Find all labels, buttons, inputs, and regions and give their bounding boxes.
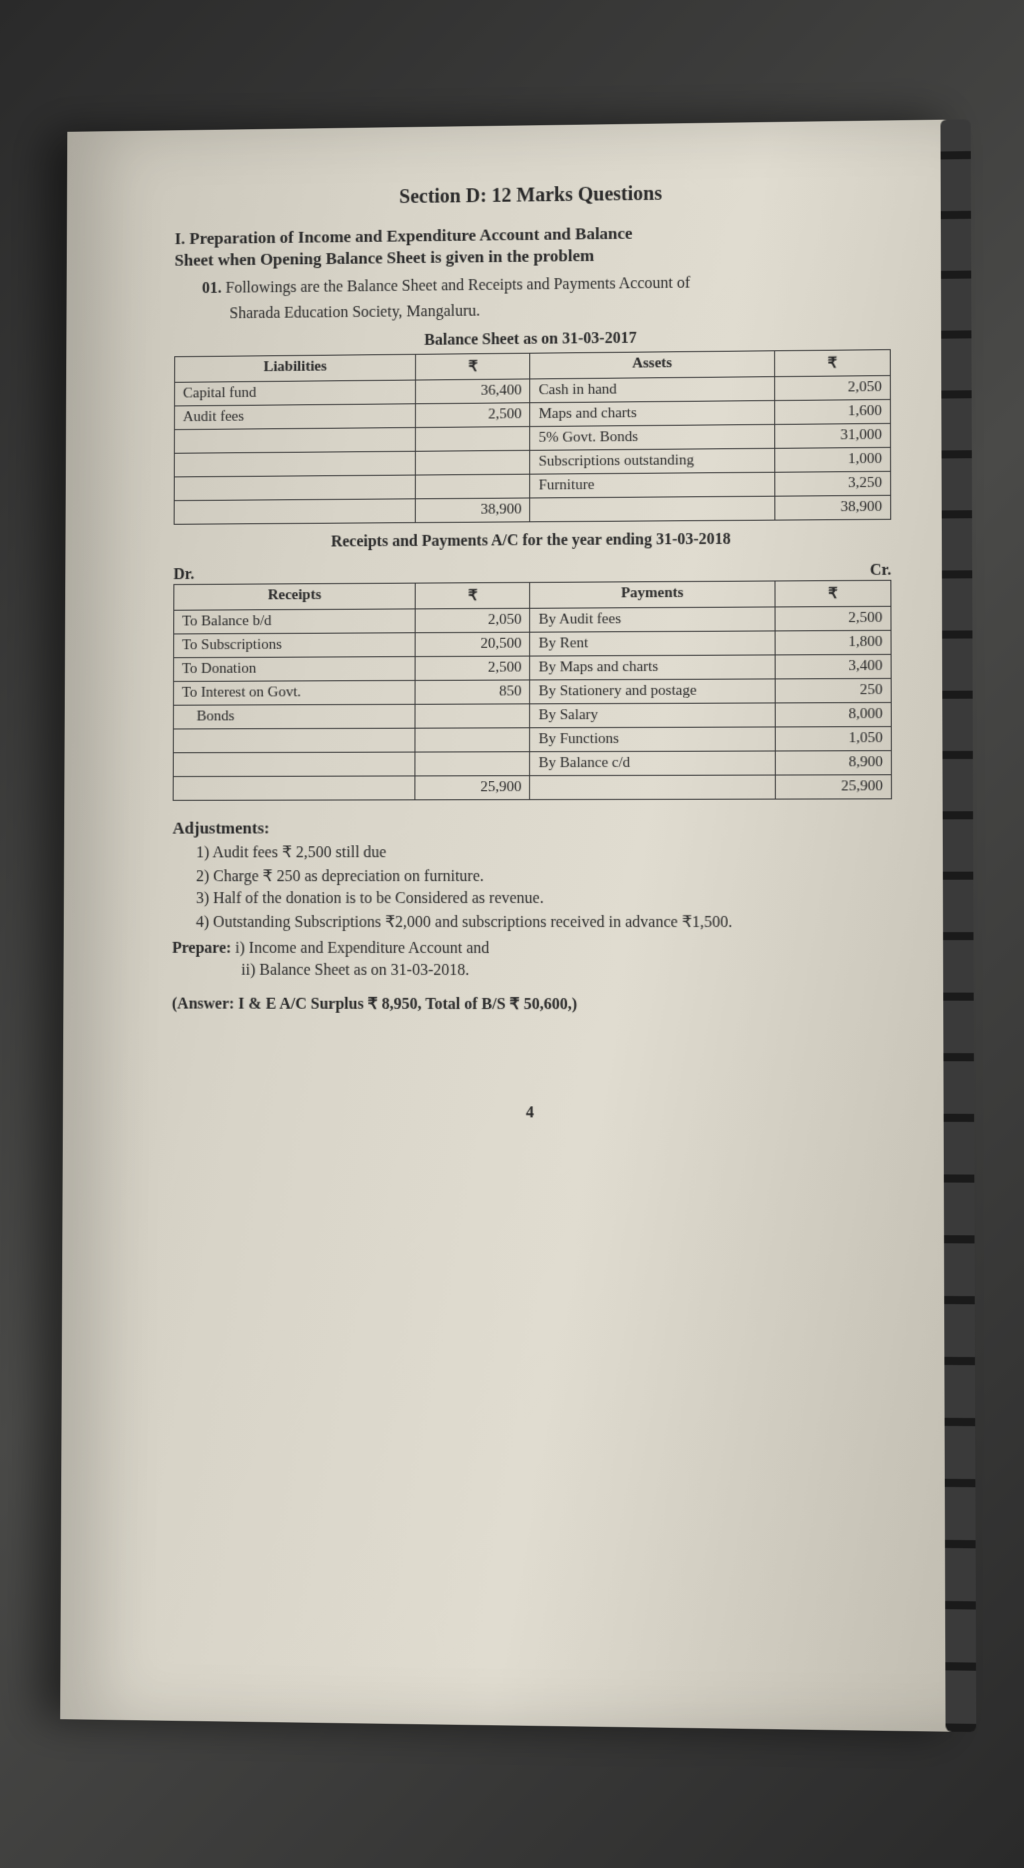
- receipt-label: To Donation: [174, 657, 416, 682]
- payment-label: By Balance c/d: [530, 751, 775, 776]
- asset-label: Maps and charts: [530, 401, 774, 427]
- dr-label: Dr.: [173, 566, 194, 584]
- table-row: By Functions 1,050: [173, 727, 891, 753]
- receipt-amt: 2,500: [416, 656, 531, 680]
- balance-sheet-caption: Balance Sheet as on 31-03-2017: [174, 327, 891, 352]
- payment-label: By Maps and charts: [530, 655, 775, 680]
- receipt-label: To Balance b/d: [174, 609, 416, 634]
- prepare-item2: ii) Balance Sheet as on 31-03-2018.: [241, 962, 892, 981]
- rp-caption: Receipts and Payments A/C for the year e…: [174, 530, 892, 553]
- receipt-label: Bonds: [173, 704, 415, 729]
- question-text: 01. Followings are the Balance Sheet and…: [202, 270, 891, 299]
- prepare-line: Prepare: i) Income and Expenditure Accou…: [172, 940, 892, 958]
- payment-label: By Audit fees: [530, 607, 775, 632]
- header-rs1: ₹: [416, 353, 530, 380]
- prepare-label: Prepare:: [172, 940, 231, 957]
- payment-amt: 1,050: [775, 727, 891, 751]
- liab-label: Capital fund: [175, 380, 416, 406]
- liab-amt: 2,500: [416, 403, 530, 428]
- asset-amt: 3,250: [775, 472, 891, 497]
- receipts-total: 25,900: [415, 776, 530, 800]
- table-row: To Balance b/d 2,050 By Audit fees 2,500: [174, 607, 891, 635]
- asset-amt: 1,600: [775, 400, 891, 425]
- asset-label: Subscriptions outstanding: [530, 449, 775, 475]
- question-line1: Followings are the Balance Sheet and Rec…: [226, 275, 691, 297]
- payments-total: 25,900: [775, 775, 891, 799]
- receipts-payments-table: Receipts ₹ Payments ₹ To Balance b/d 2,0…: [173, 580, 892, 801]
- header-rs2: ₹: [775, 580, 891, 607]
- adjustments-section: Adjustments: 1) Audit fees ₹ 2,500 still…: [172, 818, 892, 981]
- spiral-binding: [940, 119, 976, 1732]
- receipt-label: To Interest on Govt.: [173, 681, 415, 706]
- receipt-amt: [415, 704, 530, 728]
- cr-label: Cr.: [870, 562, 891, 580]
- header-receipts: Receipts: [174, 583, 416, 610]
- question-line2: Sharada Education Society, Mangaluru.: [229, 296, 890, 324]
- asset-label: Furniture: [530, 472, 775, 498]
- payment-label: By Salary: [530, 703, 775, 728]
- adjustment-item: 1) Audit fees ₹ 2,500 still due: [196, 842, 892, 863]
- payment-amt: 1,800: [775, 631, 891, 656]
- liab-label: Audit fees: [174, 404, 415, 430]
- question-number: 01.: [202, 280, 222, 297]
- photo-background: Section D: 12 Marks Questions I. Prepara…: [0, 0, 1024, 1868]
- table-row: By Balance c/d 8,900: [173, 751, 891, 777]
- table-row: To Donation 2,500 By Maps and charts 3,4…: [174, 655, 892, 682]
- total-row: 38,900 38,900: [174, 496, 891, 525]
- table-row: To Interest on Govt. 850 By Stationery a…: [173, 679, 891, 706]
- document-page: Section D: 12 Marks Questions I. Prepara…: [60, 119, 966, 1731]
- answer-line: (Answer: I & E A/C Surplus ₹ 8,950, Tota…: [172, 994, 893, 1015]
- header-liabilities: Liabilities: [175, 355, 416, 383]
- section-title: Section D: 12 Marks Questions: [175, 180, 891, 212]
- asset-label: 5% Govt. Bonds: [530, 425, 775, 451]
- receipt-label: To Subscriptions: [174, 633, 416, 658]
- prepare-item1: i) Income and Expenditure Account and: [235, 940, 489, 957]
- asset-amt: 2,050: [775, 376, 891, 401]
- adjustment-item: 4) Outstanding Subscriptions ₹2,000 and …: [196, 912, 892, 932]
- header-assets: Assets: [530, 351, 774, 379]
- liab-amt: 36,400: [416, 379, 530, 404]
- adjustments-title: Adjustments:: [173, 818, 893, 839]
- payment-amt: 3,400: [775, 655, 891, 680]
- total-row: 25,900 25,900: [173, 775, 891, 801]
- payment-amt: 2,500: [775, 607, 891, 632]
- adjustment-item: 2) Charge ₹ 250 as depreciation on furni…: [196, 866, 892, 887]
- adjustment-item: 3) Half of the donation is to be Conside…: [196, 890, 892, 908]
- header-payments: Payments: [530, 581, 775, 608]
- balance-sheet-table: Liabilities ₹ Assets ₹ Capital fund 36,4…: [174, 349, 892, 525]
- header-rs1: ₹: [416, 583, 531, 609]
- receipt-amt: 850: [415, 680, 530, 704]
- table-row: Bonds By Salary 8,000: [173, 703, 891, 729]
- page-number: 4: [171, 1103, 892, 1124]
- table-header-row: Receipts ₹ Payments ₹: [174, 580, 891, 610]
- liab-total: 38,900: [416, 498, 530, 523]
- asset-amt: 1,000: [775, 448, 891, 473]
- payment-amt: 8,000: [775, 703, 891, 727]
- payment-amt: 8,900: [775, 751, 891, 775]
- payment-amt: 250: [775, 679, 891, 703]
- receipt-amt: 2,050: [416, 608, 531, 632]
- payment-label: By Rent: [530, 631, 775, 656]
- payment-label: By Functions: [530, 727, 775, 752]
- payment-label: By Stationery and postage: [530, 679, 775, 704]
- header-rs2: ₹: [775, 350, 891, 377]
- table-row: To Subscriptions 20,500 By Rent 1,800: [174, 631, 891, 658]
- asset-label: Cash in hand: [530, 377, 774, 403]
- asset-amt: 31,000: [775, 424, 891, 449]
- asset-total: 38,900: [775, 496, 891, 521]
- receipt-amt: 20,500: [416, 632, 531, 656]
